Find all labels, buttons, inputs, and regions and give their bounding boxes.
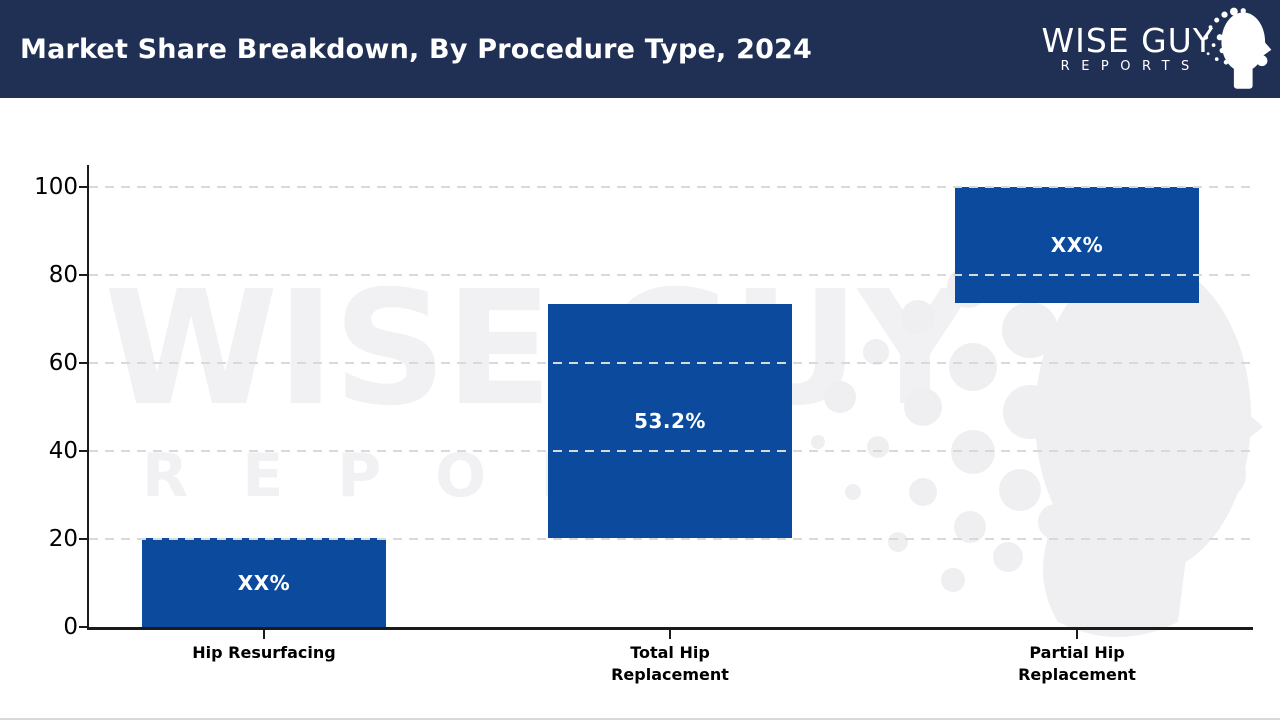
y-axis-tick (79, 274, 87, 276)
header: Market Share Breakdown, By Procedure Typ… (0, 0, 1280, 98)
brand-subtitle: REPORTS (1060, 59, 1201, 75)
y-axis-tick (79, 626, 87, 628)
bar (142, 538, 386, 627)
brand-text: WISE GUY REPORTS (1041, 20, 1214, 75)
x-axis-category-label: Total Hip Replacement (611, 643, 729, 684)
x-axis-category-label: Hip Resurfacing (192, 643, 336, 662)
wiseguy-head-icon (1203, 7, 1272, 89)
gridline (89, 538, 1253, 540)
y-axis-line (87, 165, 89, 630)
y-axis-tick (79, 450, 87, 452)
y-axis-tick (79, 362, 87, 364)
gridline (89, 274, 1253, 276)
x-axis-line (87, 627, 1253, 630)
bar-value-label: XX% (1050, 233, 1104, 258)
brand-logo: WISE GUY REPORTS (1041, 4, 1276, 94)
gridline (89, 450, 1253, 452)
bar-value-label: 53.2% (634, 408, 706, 433)
gridline (89, 362, 1253, 364)
y-axis-tick-label: 80 (48, 262, 78, 288)
page-title: Market Share Breakdown, By Procedure Typ… (20, 33, 813, 65)
brand-name: WISE GUY (1041, 20, 1214, 60)
bar-value-label: XX% (237, 570, 291, 595)
x-axis-category-label: Partial Hip Replacement (1018, 643, 1136, 684)
y-axis-tick (79, 186, 87, 188)
x-axis-tick (263, 630, 265, 639)
gridline (89, 186, 1253, 188)
y-axis-tick-label: 20 (48, 526, 78, 552)
y-axis-tick-label: 100 (34, 174, 78, 200)
x-axis-tick (669, 630, 671, 639)
y-axis-tick (79, 538, 87, 540)
y-axis-tick-label: 60 (48, 350, 78, 376)
x-axis-tick (1076, 630, 1078, 639)
bar (548, 303, 792, 538)
y-axis-tick-label: 0 (63, 614, 78, 640)
y-axis-tick-label: 40 (48, 438, 78, 464)
